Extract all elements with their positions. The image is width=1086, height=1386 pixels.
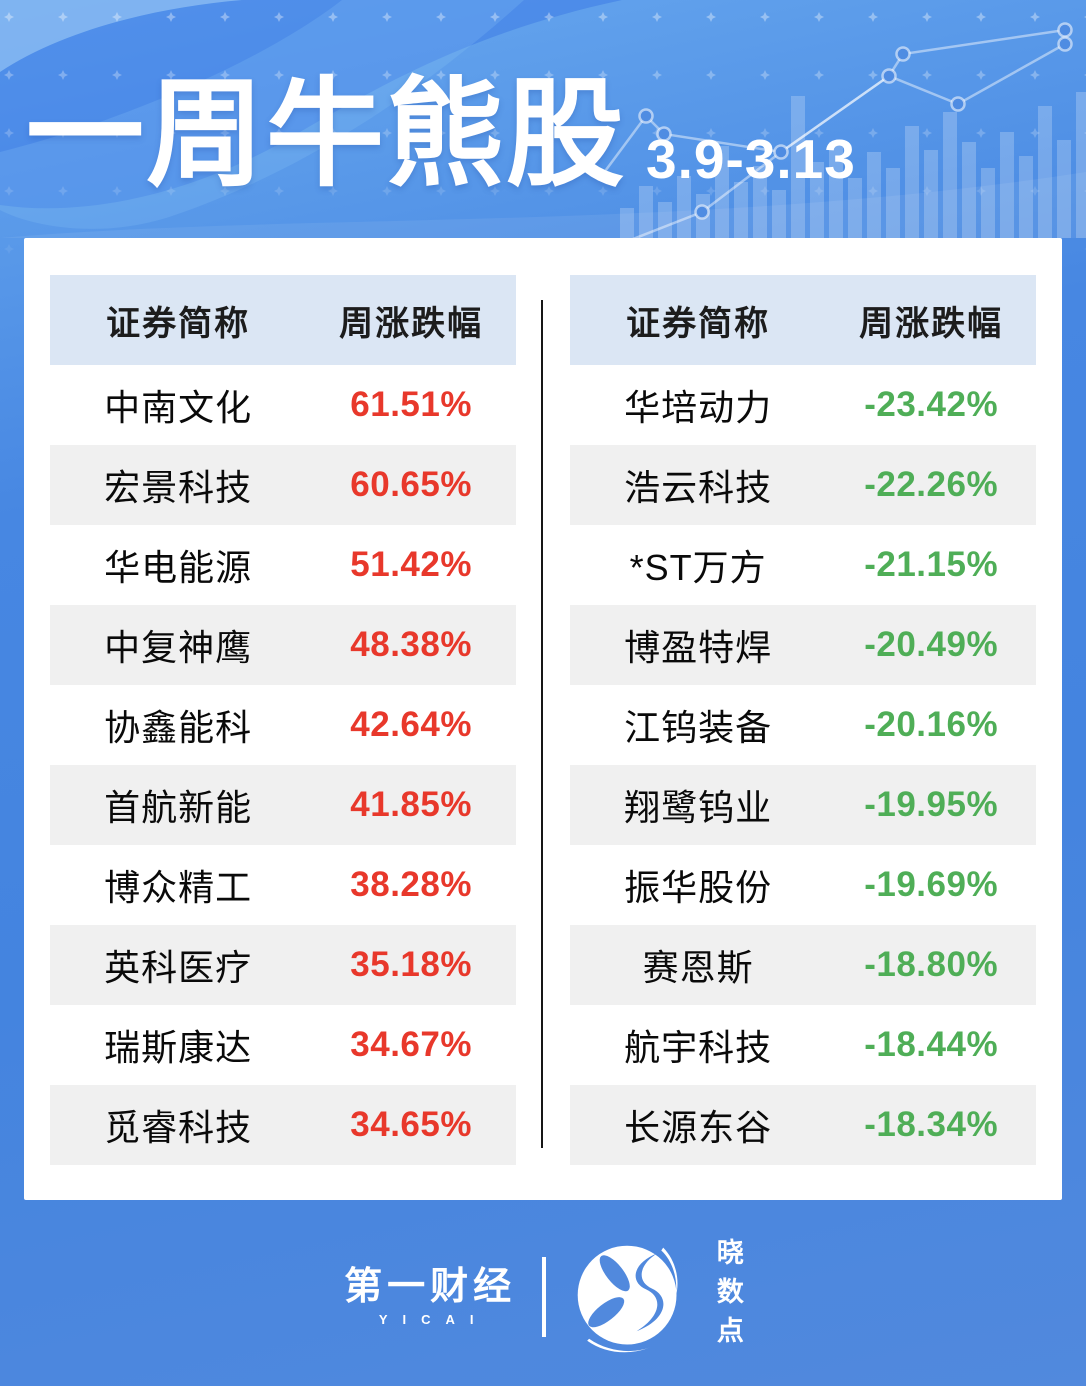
stock-change: 34.67%: [350, 1025, 472, 1064]
table-row: *ST万方 -21.15%: [570, 525, 1036, 605]
table-row: 振华股份 -19.69%: [570, 845, 1036, 925]
dot-grid: [0, 0, 1086, 262]
stock-name: 博盈特焊: [624, 627, 773, 668]
stock-name: 博众精工: [104, 867, 253, 908]
stock-name: 觅睿科技: [104, 1107, 253, 1148]
table-row: 首航新能 41.85%: [50, 765, 516, 845]
stock-name: 宏景科技: [104, 467, 253, 508]
stock-name: 英科医疗: [104, 947, 253, 988]
yicai-logo-text: 第一财经: [344, 1265, 517, 1308]
xiaoshudian-logo-text: 晓数点: [712, 1238, 743, 1355]
stock-name: 协鑫能科: [104, 707, 253, 748]
stock-change: 41.85%: [350, 785, 472, 824]
losers-table-header: 证券简称 周涨跌幅: [570, 275, 1036, 365]
stock-change: 51.42%: [350, 545, 472, 584]
table-row: 航宇科技 -18.44%: [570, 1005, 1036, 1085]
table-divider: [541, 300, 543, 1148]
table-row: 协鑫能科 42.64%: [50, 685, 516, 765]
yicai-logo-subtext: YICAI: [378, 1311, 489, 1327]
table-row: 华电能源 51.42%: [50, 525, 516, 605]
stock-change: 38.28%: [350, 865, 472, 904]
page-title: 一周牛熊股: [26, 69, 627, 201]
page-header: 一周牛熊股 3.9-3.13: [26, 69, 856, 201]
stock-name: 中复神鹰: [104, 627, 253, 668]
stock-name: 航宇科技: [624, 1027, 773, 1068]
stock-name: 翔鹭钨业: [624, 787, 773, 828]
column-header-change: 周涨跌幅: [859, 304, 1004, 343]
stock-name: 振华股份: [624, 867, 773, 908]
table-row: 赛恩斯 -18.80%: [570, 925, 1036, 1005]
stock-change: -19.69%: [864, 865, 999, 904]
table-row: 宏景科技 60.65%: [50, 445, 516, 525]
stock-change: -23.42%: [864, 385, 999, 424]
table-row: 江钨装备 -20.16%: [570, 685, 1036, 765]
stock-name: 赛恩斯: [642, 947, 754, 988]
stock-name: *ST万方: [629, 547, 767, 588]
stock-change: 34.65%: [350, 1105, 472, 1144]
stock-name: 长源东谷: [624, 1107, 773, 1148]
table-row: 浩云科技 -22.26%: [570, 445, 1036, 525]
stock-change: -20.49%: [864, 625, 999, 664]
column-header-change: 周涨跌幅: [339, 304, 484, 343]
table-row: 长源东谷 -18.34%: [570, 1085, 1036, 1165]
date-range: 3.9-3.13: [646, 128, 856, 191]
data-card: 证券简称 周涨跌幅 中南文化 61.51% 宏景科技 60.65% 华电能源 51.4…: [24, 238, 1062, 1200]
table-row: 华培动力 -23.42%: [570, 365, 1036, 445]
stock-change: 42.64%: [350, 705, 472, 744]
losers-table: 证券简称 周涨跌幅 华培动力 -23.42% 浩云科技 -22.26% *ST万方 -…: [570, 275, 1036, 1165]
yicai-logo: 第一财经 YICAI: [344, 1268, 516, 1326]
gainers-table: 证券简称 周涨跌幅 中南文化 61.51% 宏景科技 60.65% 华电能源 51.4…: [50, 275, 516, 1165]
stock-change: -21.15%: [864, 545, 999, 584]
table-row: 瑞斯康达 34.67%: [50, 1005, 516, 1085]
stock-change: -18.44%: [864, 1025, 999, 1064]
table-row: 英科医疗 35.18%: [50, 925, 516, 1005]
stock-name: 华培动力: [624, 387, 773, 428]
line-chart-nodes: [638, 22, 1073, 220]
stock-name: 华电能源: [104, 547, 253, 588]
stock-name: 中南文化: [104, 387, 253, 428]
stock-change: 60.65%: [350, 465, 472, 504]
footer-divider: [542, 1256, 547, 1337]
stock-change: 35.18%: [350, 945, 472, 984]
gainers-table-header: 证券简称 周涨跌幅: [50, 275, 516, 365]
table-row: 觅睿科技 34.65%: [50, 1085, 516, 1165]
stock-change: -20.16%: [864, 705, 999, 744]
stock-change: -22.26%: [864, 465, 999, 504]
stock-change: -18.34%: [864, 1105, 999, 1144]
stock-name: 浩云科技: [624, 467, 773, 508]
table-row: 翔鹭钨业 -19.95%: [570, 765, 1036, 845]
stock-change: 61.51%: [350, 385, 472, 424]
stock-name: 首航新能: [104, 787, 253, 828]
xiaoshudian-icon: [577, 1245, 678, 1352]
column-header-name: 证券简称: [626, 304, 771, 343]
stock-name: 瑞斯康达: [104, 1027, 253, 1068]
table-row: 中复神鹰 48.38%: [50, 605, 516, 685]
footer: 第一财经 YICAI 晓数点: [0, 1238, 1086, 1355]
stock-name: 江钨装备: [624, 707, 773, 748]
stock-change: 48.38%: [350, 625, 472, 664]
table-row: 博众精工 38.28%: [50, 845, 516, 925]
column-header-name: 证券简称: [106, 304, 251, 343]
table-row: 博盈特焊 -20.49%: [570, 605, 1036, 685]
stock-change: -18.80%: [864, 945, 999, 984]
stock-change: -19.95%: [864, 785, 999, 824]
table-row: 中南文化 61.51%: [50, 365, 516, 445]
